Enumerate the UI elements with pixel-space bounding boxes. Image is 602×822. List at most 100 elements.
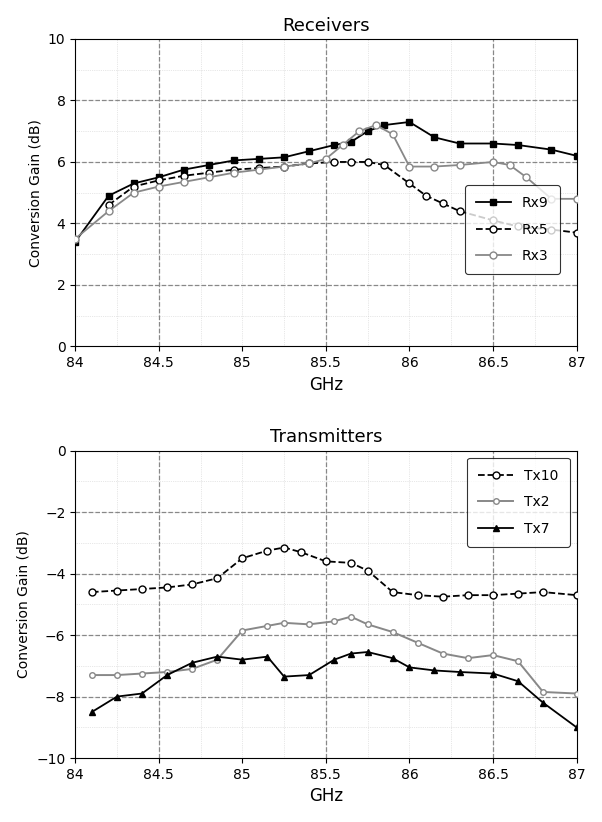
Tx2 <box>214 655 221 665</box>
Tx2 <box>88 670 96 680</box>
Tx7 <box>364 647 371 657</box>
Rx5 <box>423 191 430 201</box>
Rx9 <box>255 154 262 164</box>
Tx2 <box>389 627 396 637</box>
Rx3 <box>281 162 288 172</box>
Y-axis label: Conversion Gain (dB): Conversion Gain (dB) <box>17 530 31 678</box>
Title: Transmitters: Transmitters <box>270 428 382 446</box>
Tx2 <box>489 650 497 660</box>
Rx5 <box>255 163 262 173</box>
Tx10 <box>364 566 371 575</box>
Tx2 <box>281 618 288 628</box>
Rx3 <box>180 177 187 187</box>
Rx9 <box>306 146 313 156</box>
Legend: Tx10, Tx2, Tx7: Tx10, Tx2, Tx7 <box>467 458 569 547</box>
Rx5 <box>231 164 238 174</box>
Tx2 <box>539 687 547 697</box>
Rx9 <box>380 120 388 130</box>
Tx2 <box>164 667 171 677</box>
Tx10 <box>573 590 580 600</box>
Tx2 <box>464 653 471 663</box>
Tx7 <box>515 677 522 686</box>
Y-axis label: Conversion Gain (dB): Conversion Gain (dB) <box>28 118 42 266</box>
Rx3 <box>356 127 363 136</box>
Tx7 <box>306 670 313 680</box>
Tx10 <box>138 584 146 594</box>
Tx10 <box>281 543 288 552</box>
Tx2 <box>439 649 447 658</box>
Rx5 <box>330 157 338 167</box>
Tx2 <box>347 612 355 621</box>
Rx9 <box>347 137 355 147</box>
Tx2 <box>188 664 196 674</box>
Tx10 <box>347 558 355 568</box>
Rx3 <box>389 129 396 139</box>
Rx9 <box>180 164 187 174</box>
Title: Receivers: Receivers <box>282 16 370 35</box>
Tx10 <box>539 587 547 597</box>
Rx9 <box>515 140 522 150</box>
Tx7 <box>113 691 120 701</box>
Rx5 <box>489 215 497 225</box>
Rx5 <box>105 200 112 210</box>
Tx10 <box>88 587 96 597</box>
Rx5 <box>155 175 163 185</box>
Rx5 <box>406 178 413 188</box>
Rx9 <box>155 173 163 182</box>
Tx2 <box>238 626 246 635</box>
Tx7 <box>539 698 547 708</box>
Rx5 <box>306 159 313 169</box>
Tx7 <box>264 652 271 662</box>
Rx9 <box>231 155 238 165</box>
Tx2 <box>138 668 146 678</box>
Tx7 <box>188 658 196 667</box>
Rx9 <box>548 145 555 155</box>
Rx3 <box>406 162 413 172</box>
Rx3 <box>72 233 79 243</box>
Tx7 <box>164 670 171 680</box>
Line: Rx5: Rx5 <box>105 159 580 236</box>
Rx5 <box>347 157 355 167</box>
Rx3 <box>523 173 530 182</box>
Rx9 <box>205 160 213 170</box>
Legend: Rx9, Rx5, Rx3: Rx9, Rx5, Rx3 <box>465 185 559 275</box>
Tx10 <box>297 547 305 557</box>
Rx9 <box>72 237 79 247</box>
Tx10 <box>238 553 246 563</box>
Rx3 <box>548 194 555 204</box>
Line: Tx7: Tx7 <box>88 649 580 731</box>
Rx3 <box>339 140 346 150</box>
Rx3 <box>130 187 137 197</box>
Tx7 <box>431 666 438 676</box>
Tx10 <box>113 585 120 595</box>
Rx9 <box>130 178 137 188</box>
Rx9 <box>105 191 112 201</box>
Tx10 <box>515 589 522 598</box>
Rx3 <box>205 173 213 182</box>
Rx3 <box>431 162 438 172</box>
Rx3 <box>456 160 463 170</box>
Rx5 <box>130 182 137 192</box>
Rx9 <box>281 152 288 162</box>
X-axis label: GHz: GHz <box>309 787 343 806</box>
Rx3 <box>255 164 262 174</box>
Tx10 <box>322 556 329 566</box>
Tx7 <box>214 652 221 662</box>
Rx5 <box>515 222 522 232</box>
Tx2 <box>414 638 421 648</box>
Line: Tx10: Tx10 <box>88 544 580 600</box>
Rx5 <box>205 168 213 178</box>
Rx5 <box>180 171 187 181</box>
Rx9 <box>330 140 338 150</box>
Tx10 <box>439 592 447 602</box>
Rx9 <box>573 151 580 161</box>
Tx10 <box>389 587 396 597</box>
Rx3 <box>573 194 580 204</box>
Tx10 <box>214 573 221 583</box>
Tx10 <box>489 590 497 600</box>
Tx7 <box>281 672 288 681</box>
Tx7 <box>347 649 355 658</box>
Tx7 <box>238 655 246 665</box>
Rx3 <box>231 168 238 178</box>
Tx2 <box>306 620 313 630</box>
